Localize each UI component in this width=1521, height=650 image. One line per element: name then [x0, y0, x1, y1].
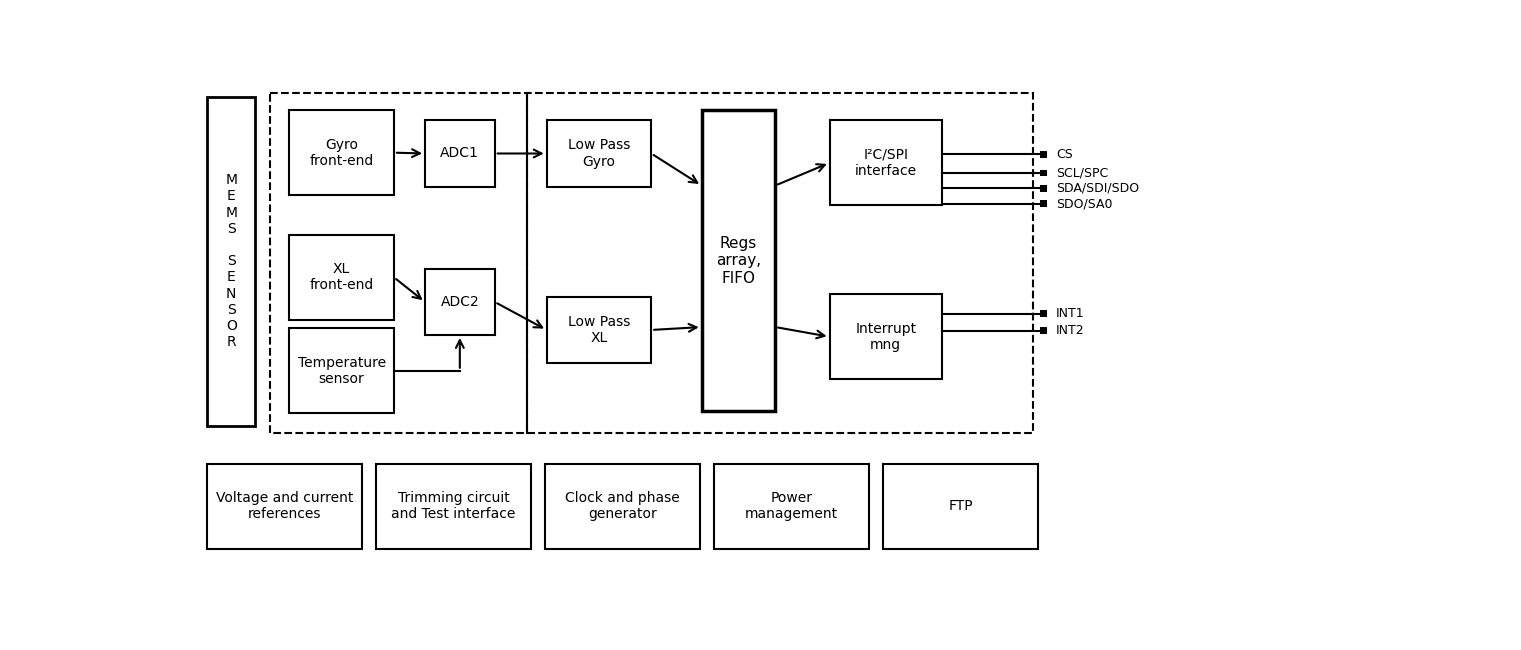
- Bar: [269, 93, 1033, 433]
- Bar: [424, 120, 494, 187]
- Text: Temperature
sensor: Temperature sensor: [298, 356, 386, 385]
- Text: FTP: FTP: [948, 499, 973, 514]
- Text: ADC1: ADC1: [441, 146, 479, 161]
- Text: I²C/SPI
interface: I²C/SPI interface: [855, 148, 917, 178]
- Text: INT1: INT1: [1056, 307, 1084, 320]
- Text: Voltage and current
references: Voltage and current references: [216, 491, 353, 521]
- Bar: [289, 328, 394, 413]
- Bar: [829, 120, 941, 205]
- Text: Low Pass
XL: Low Pass XL: [567, 315, 630, 345]
- Text: SDA/SDI/SDO: SDA/SDI/SDO: [1056, 182, 1139, 195]
- Text: SCL/SPC: SCL/SPC: [1056, 166, 1109, 179]
- Text: M
E
M
S
 
S
E
N
S
O
R: M E M S S E N S O R: [225, 174, 237, 349]
- Bar: [376, 464, 531, 549]
- Bar: [424, 269, 494, 335]
- Bar: [1040, 151, 1046, 158]
- Text: Trimming circuit
and Test interface: Trimming circuit and Test interface: [391, 491, 516, 521]
- Text: Regs
array,
FIFO: Regs array, FIFO: [716, 236, 760, 286]
- Bar: [1040, 328, 1046, 334]
- Bar: [207, 464, 362, 549]
- Text: Gyro
front-end: Gyro front-end: [309, 138, 374, 168]
- Bar: [207, 97, 256, 426]
- Text: ADC2: ADC2: [441, 295, 479, 309]
- Bar: [884, 464, 1037, 549]
- Bar: [289, 235, 394, 320]
- Text: CS: CS: [1056, 148, 1072, 161]
- Bar: [1040, 185, 1046, 192]
- Bar: [545, 464, 700, 549]
- Bar: [1040, 200, 1046, 207]
- Text: XL
front-end: XL front-end: [309, 262, 374, 292]
- Text: Low Pass
Gyro: Low Pass Gyro: [567, 138, 630, 168]
- Bar: [546, 120, 651, 187]
- Bar: [546, 297, 651, 363]
- Text: Power
management: Power management: [745, 491, 838, 521]
- Text: SDO/SA0: SDO/SA0: [1056, 197, 1112, 210]
- Text: INT2: INT2: [1056, 324, 1084, 337]
- Bar: [1040, 311, 1046, 317]
- Text: Clock and phase
generator: Clock and phase generator: [566, 491, 680, 521]
- Bar: [701, 111, 776, 411]
- Bar: [713, 464, 868, 549]
- Bar: [1040, 170, 1046, 176]
- Bar: [289, 111, 394, 195]
- Text: Interrupt
mng: Interrupt mng: [855, 322, 916, 352]
- Bar: [829, 294, 941, 379]
